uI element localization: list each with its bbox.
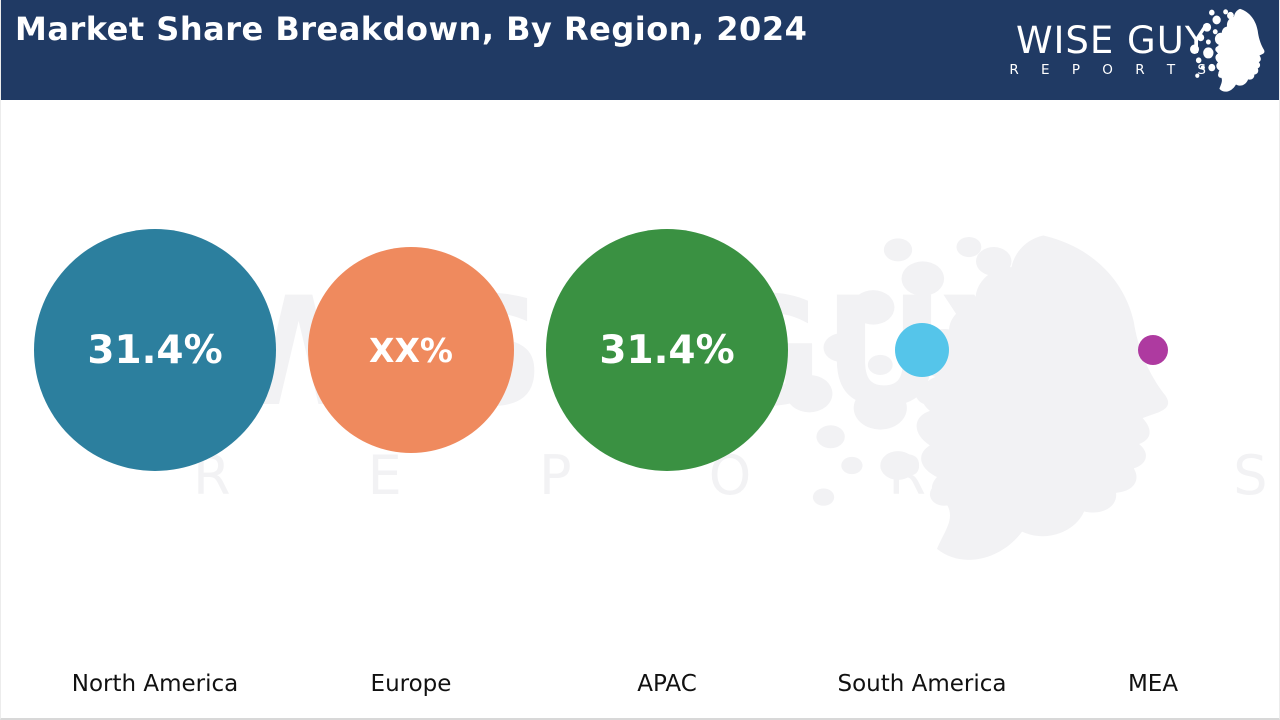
category-label-north-america: North America — [71, 671, 239, 697]
bubble-south-america — [895, 323, 949, 377]
wiseguy-logo: WISE GUY R E P O R T S — [1009, 4, 1265, 96]
bubble-north-america: 31.4% — [34, 229, 276, 471]
logo-text-block: WISE GUY R E P O R T S — [1009, 19, 1215, 78]
category-label-europe: Europe — [370, 671, 452, 697]
category-label-south-america: South America — [837, 671, 1007, 697]
header-bar: Market Share Breakdown, By Region, 2024 … — [1, 0, 1279, 100]
bubble-value-europe: XX% — [369, 330, 453, 370]
category-label-apac: APAC — [637, 671, 697, 697]
chart-title: Market Share Breakdown, By Region, 2024 — [15, 10, 808, 48]
watermark-head-icon — [786, 235, 1169, 560]
category-label-mea: MEA — [1127, 671, 1179, 697]
bubble-mea — [1138, 335, 1168, 365]
bubble-value-north-america: 31.4% — [87, 327, 223, 373]
logo-subtext: R E P O R T S — [1009, 61, 1215, 78]
bubble-europe: XX% — [308, 247, 514, 453]
logo-wordmark: WISE GUY — [1015, 19, 1209, 63]
bubble-apac: 31.4% — [546, 229, 788, 471]
bubble-value-apac: 31.4% — [599, 327, 735, 373]
